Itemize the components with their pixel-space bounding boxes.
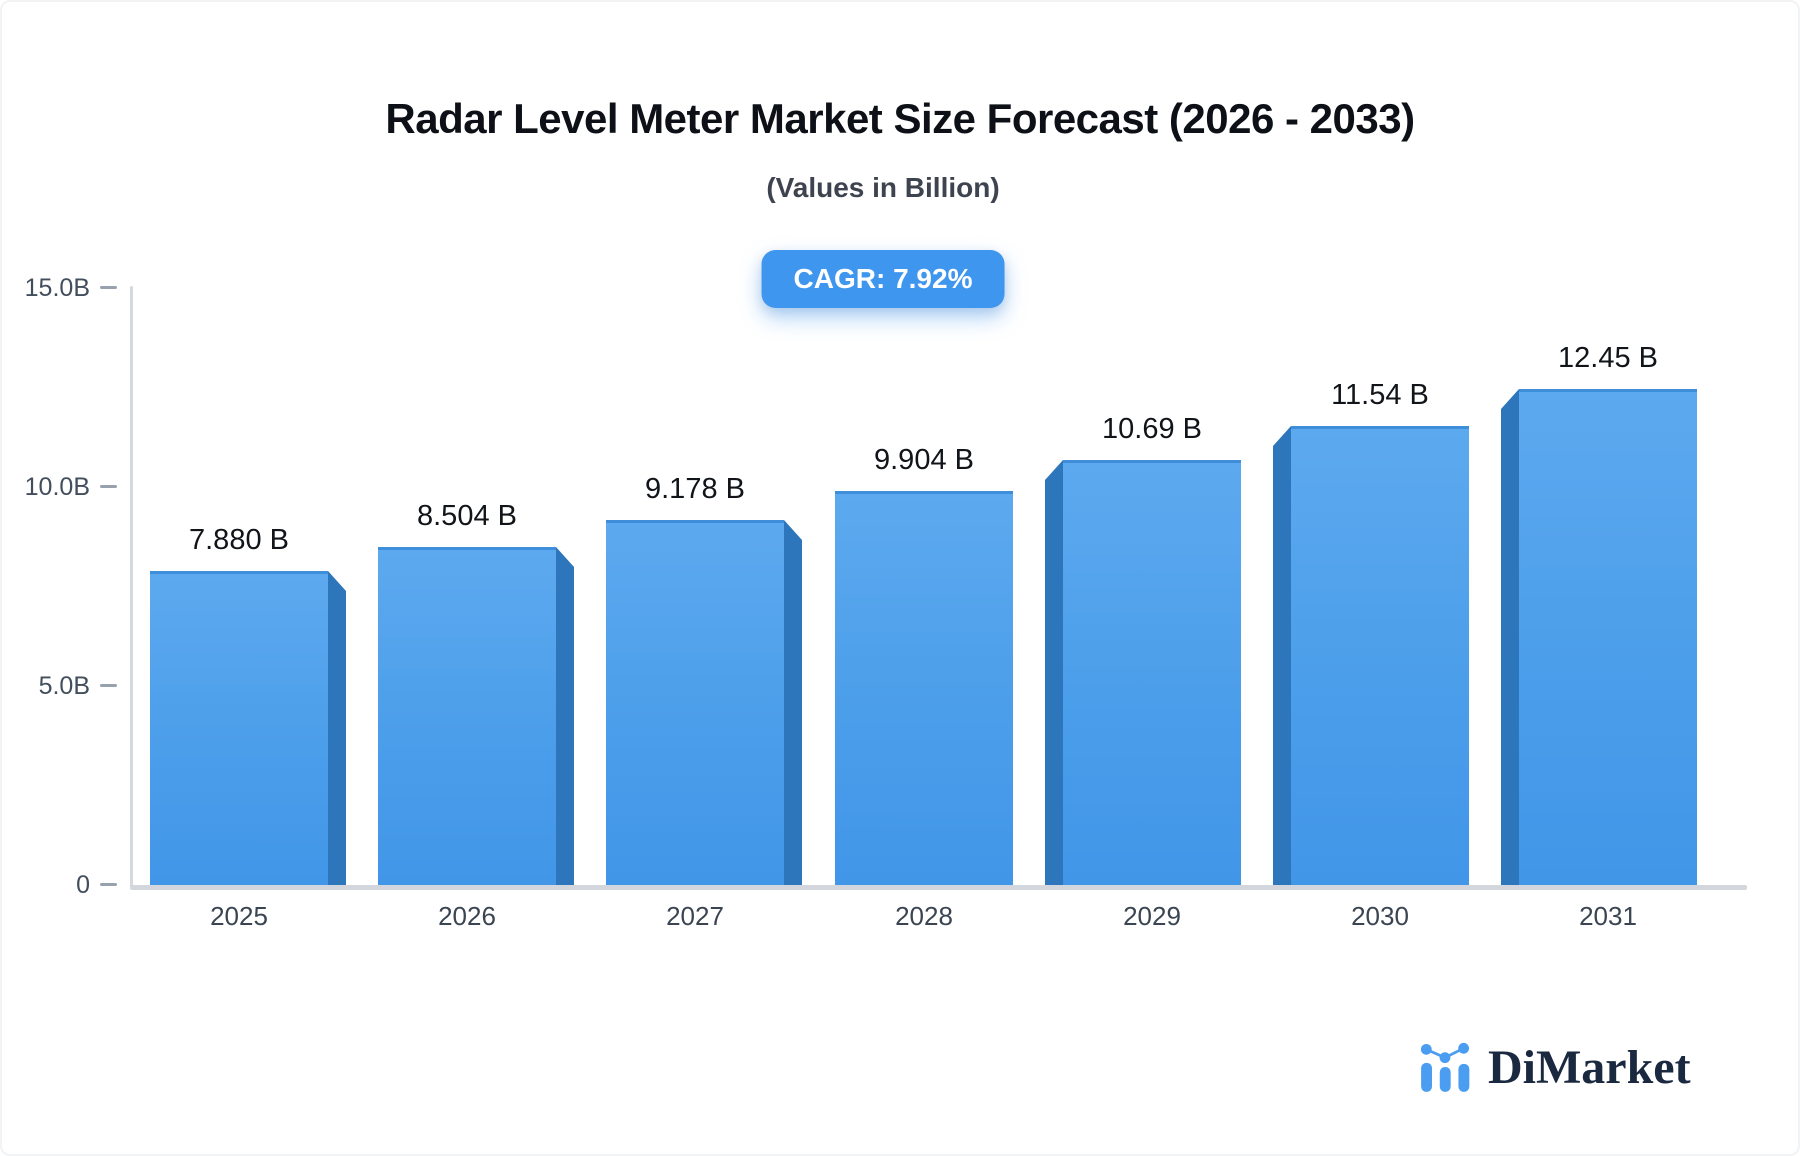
x-tick-label: 2031	[1579, 901, 1637, 931]
bar-value-label: 12.45 B	[1558, 342, 1658, 374]
y-tick-label: 0	[76, 871, 90, 899]
bar-side-face	[1501, 389, 1519, 885]
bar-2027	[606, 520, 784, 885]
y-tick-label: 5.0B	[38, 672, 90, 700]
y-tick-mark	[100, 883, 117, 886]
x-tick-label: 2030	[1351, 901, 1409, 931]
x-tick-label: 2029	[1123, 901, 1181, 931]
bar-2025	[150, 571, 328, 885]
bar-value-label: 7.880 B	[189, 524, 289, 556]
x-axis-line	[130, 885, 1747, 890]
y-tick-mark	[100, 684, 117, 687]
brand-logo-text: DiMarket	[1488, 1041, 1691, 1094]
y-tick-mark	[100, 286, 117, 289]
x-tick-label: 2025	[210, 901, 268, 931]
bar-side-face	[328, 571, 346, 885]
bar-2026	[378, 547, 556, 885]
bar-side-face	[784, 520, 802, 885]
bar-side-face	[1045, 460, 1063, 885]
bar-2029	[1063, 460, 1241, 885]
bar-value-label: 9.904 B	[874, 444, 974, 476]
bar-value-label: 8.504 B	[417, 500, 517, 532]
chart-subtitle: (Values in Billion)	[766, 172, 1000, 203]
bar-value-label: 10.69 B	[1102, 413, 1202, 445]
y-tick-mark	[100, 485, 117, 488]
y-tick-label: 10.0B	[24, 473, 90, 501]
bar-2030	[1291, 426, 1469, 885]
x-tick-label: 2027	[666, 901, 724, 931]
chart-title: Radar Level Meter Market Size Forecast (…	[385, 95, 1415, 142]
cagr-badge: CAGR: 7.92%	[761, 250, 1005, 308]
x-tick-label: 2026	[438, 901, 496, 931]
bar-side-face	[1273, 426, 1291, 885]
bar-value-label: 11.54 B	[1331, 379, 1429, 411]
bar-2031	[1519, 389, 1697, 885]
bar-line-chart-icon	[1420, 1042, 1470, 1092]
brand-logo: DiMarket	[1418, 1042, 1691, 1094]
bar-2028	[835, 491, 1013, 885]
y-tick-label: 15.0B	[24, 274, 90, 302]
x-tick-label: 2028	[895, 901, 953, 931]
y-axis-line	[130, 286, 133, 887]
bar-side-face	[556, 547, 574, 885]
bar-value-label: 9.178 B	[645, 473, 745, 505]
